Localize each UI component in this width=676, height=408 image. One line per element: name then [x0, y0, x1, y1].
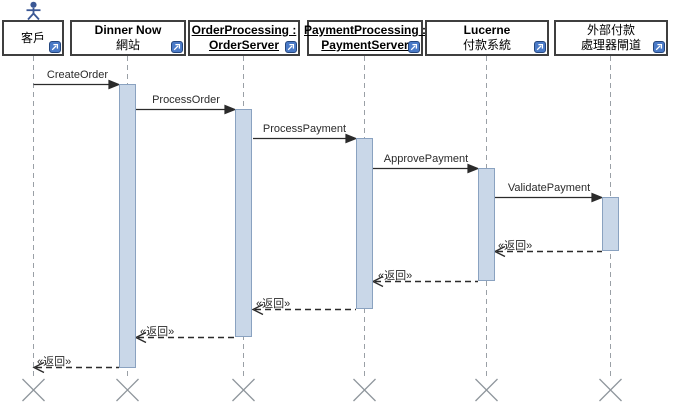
message-label-process-payment[interactable]: ProcessPayment	[262, 123, 347, 135]
lifeline-name: PaymentProcessing :	[303, 23, 427, 37]
message-arrow-validate-payment[interactable]	[495, 192, 604, 203]
lifeline-head-payment-processing[interactable]: PaymentProcessing : PaymentServer	[303, 20, 427, 56]
actor-stick-figure-icon[interactable]	[26, 1, 41, 21]
activation-bar-payment-processing[interactable]	[356, 138, 373, 309]
lifeline-destroy-cross[interactable]	[475, 378, 498, 402]
activation-bar-order-processing[interactable]	[235, 109, 252, 337]
activation-bar-external-gateway[interactable]	[602, 197, 619, 251]
lifeline-subname: 付款系統	[462, 38, 511, 52]
lifeline-name: 外部付款	[586, 23, 635, 37]
navigate-arrow-icon[interactable]	[653, 41, 665, 53]
lifeline-destroy-cross[interactable]	[599, 378, 622, 402]
return-label[interactable]: «返回»	[256, 298, 291, 310]
message-label-approve-payment[interactable]: ApprovePayment	[383, 153, 469, 165]
activation-bar-dinner-now[interactable]	[119, 84, 136, 368]
message-arrow-create-order[interactable]	[33, 79, 121, 90]
message-arrow-process-payment[interactable]	[253, 133, 358, 144]
lifeline-name: Lucerne	[463, 23, 511, 37]
lifeline-destroy-cross[interactable]	[232, 378, 255, 402]
navigate-arrow-icon[interactable]	[408, 41, 420, 53]
navigate-arrow-icon[interactable]	[285, 41, 297, 53]
lifeline-name: OrderProcessing :	[191, 23, 297, 37]
message-arrow-approve-payment[interactable]	[373, 163, 480, 174]
lifeline-head-dinner-now[interactable]: Dinner Now 網站	[70, 20, 186, 56]
lifeline-head-lucerne[interactable]: Lucerne 付款系統	[425, 20, 549, 56]
return-label[interactable]: «返回»	[37, 356, 72, 368]
lifeline-head-customer[interactable]: 客戶	[2, 20, 64, 56]
return-label[interactable]: «返回»	[378, 270, 413, 282]
message-arrow-process-order[interactable]	[136, 104, 237, 115]
lifeline-subname: 處理器閘道	[580, 38, 641, 52]
lifeline-subname: 網站	[115, 38, 140, 52]
lifeline-destroy-cross[interactable]	[22, 378, 45, 402]
lifeline-destroy-cross[interactable]	[353, 378, 376, 402]
message-label-create-order[interactable]: CreateOrder	[46, 69, 109, 81]
return-arrow-lucerne-to-payment[interactable]	[371, 275, 478, 288]
lifeline-name: Dinner Now	[94, 23, 162, 37]
message-label-process-order[interactable]: ProcessOrder	[152, 94, 220, 106]
return-arrow-dinnernow-to-customer[interactable]	[32, 361, 119, 374]
return-arrow-external-to-lucerne[interactable]	[493, 245, 602, 258]
activation-bar-lucerne[interactable]	[478, 168, 495, 281]
return-label[interactable]: «返回»	[140, 326, 175, 338]
navigate-arrow-icon[interactable]	[171, 41, 183, 53]
navigate-arrow-icon[interactable]	[534, 41, 546, 53]
navigate-arrow-icon[interactable]	[49, 41, 61, 53]
lifeline-subname: PaymentServer	[321, 38, 409, 52]
return-arrow-order-to-dinnernow[interactable]	[134, 331, 235, 344]
return-label[interactable]: «返回»	[498, 240, 533, 252]
lifeline-head-external-gateway[interactable]: 外部付款 處理器閘道	[554, 20, 668, 56]
lifeline-subname: OrderServer	[208, 38, 280, 52]
return-arrow-payment-to-order[interactable]	[251, 303, 356, 316]
message-label-validate-payment[interactable]: ValidatePayment	[507, 182, 591, 194]
lifeline-destroy-cross[interactable]	[116, 378, 139, 402]
lifeline-head-order-processing[interactable]: OrderProcessing : OrderServer	[188, 20, 300, 56]
lifeline-name: 客戶	[20, 30, 45, 45]
